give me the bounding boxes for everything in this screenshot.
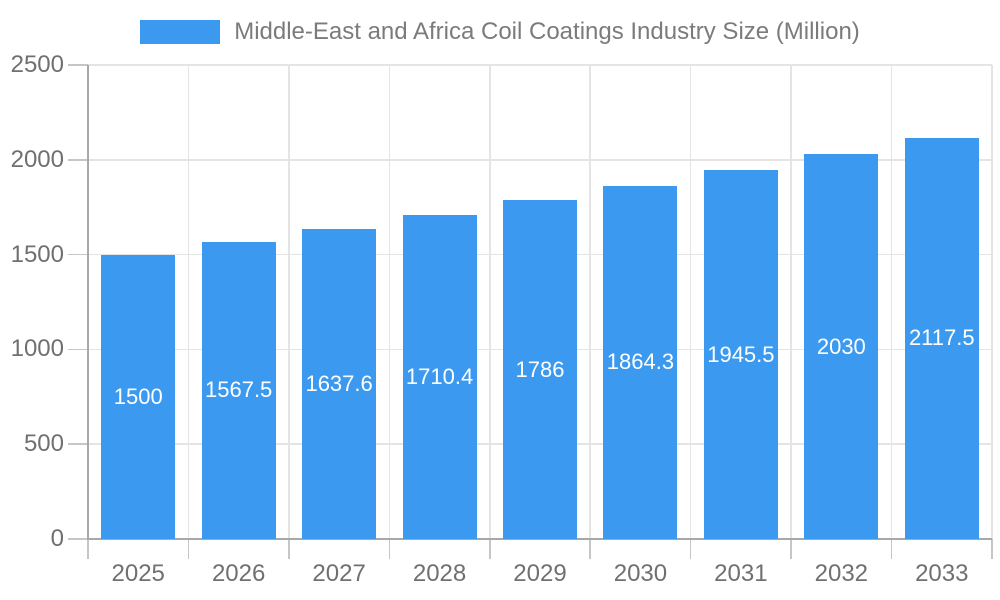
bar-value-label: 1500: [113, 383, 163, 409]
bar-2026[interactable]: 1567.5: [201, 241, 276, 539]
bar-2030[interactable]: 1864.3: [603, 185, 678, 539]
x-axis-tick: [689, 539, 692, 559]
gridline: [991, 65, 993, 539]
x-axis-tick: [890, 539, 893, 559]
bar-value-label: 1567.5: [205, 377, 273, 403]
gridline: [589, 65, 591, 539]
bar-2033[interactable]: 2117.5: [904, 137, 979, 539]
gridline: [288, 65, 290, 539]
y-axis-tick: [68, 538, 88, 540]
bar-2031[interactable]: 1945.5: [703, 170, 778, 539]
gridline: [890, 65, 893, 539]
bar-value-label: 2030: [816, 333, 866, 359]
bar-value-label: 1945.5: [707, 341, 775, 367]
x-axis-tick: [388, 539, 391, 559]
x-axis-label: 2029: [513, 560, 567, 587]
x-axis-label: 2025: [111, 560, 165, 587]
legend-label: Middle-East and Africa Coil Coatings Ind…: [234, 18, 860, 45]
y-axis-tick: [68, 253, 88, 256]
x-axis-tick: [991, 539, 993, 559]
x-axis-tick: [87, 539, 89, 559]
y-axis-tick: [68, 64, 88, 66]
bar-value-label: 1710.4: [405, 363, 474, 389]
bar-2028[interactable]: 1710.4: [402, 214, 477, 539]
bar-value-label: 1864.3: [606, 349, 675, 375]
x-axis-label: 2026: [211, 560, 266, 587]
y-axis-tick: [68, 443, 88, 445]
gridline: [88, 159, 992, 161]
y-axis-label: 1500: [10, 240, 64, 268]
y-axis-label: 2500: [10, 51, 64, 78]
y-axis-label: 2000: [10, 145, 64, 173]
y-axis-tick: [68, 159, 88, 161]
bar-2025[interactable]: 1500: [101, 254, 176, 539]
x-axis-label: 2028: [412, 560, 467, 587]
gridline: [88, 64, 992, 66]
x-axis-tick: [589, 539, 591, 559]
gridline: [790, 65, 792, 539]
x-axis-tick: [489, 539, 491, 559]
gridline: [388, 65, 391, 539]
bar-2029[interactable]: 1786: [503, 200, 577, 539]
bar-2032[interactable]: 2030: [804, 154, 879, 539]
y-axis-tick: [68, 348, 88, 351]
gridline: [489, 65, 491, 539]
x-axis-label: 2032: [814, 560, 869, 587]
y-axis-line: [87, 65, 89, 540]
legend[interactable]: Middle-East and Africa Coil Coatings Ind…: [0, 14, 1000, 50]
x-axis-tick: [187, 539, 190, 559]
legend-swatch: [140, 20, 221, 44]
x-axis-label: 2033: [915, 560, 969, 587]
gridline: [187, 65, 190, 539]
x-axis-tick: [790, 539, 792, 559]
gridline: [689, 65, 692, 539]
x-axis-label: 2027: [312, 560, 366, 587]
y-axis-label: 0: [50, 525, 64, 552]
y-axis-label: 500: [23, 430, 64, 458]
bar-value-label: 1637.6: [305, 370, 373, 396]
x-axis-label: 2031: [714, 560, 768, 587]
bar-value-label: 2117.5: [908, 325, 975, 351]
bar-2027[interactable]: 1637.6: [302, 228, 377, 539]
bar-value-label: 1786: [515, 356, 565, 382]
x-axis-line: [87, 538, 992, 540]
y-axis-label: 1000: [10, 335, 64, 363]
x-axis-label: 2030: [613, 560, 668, 587]
x-axis-tick: [288, 539, 290, 559]
